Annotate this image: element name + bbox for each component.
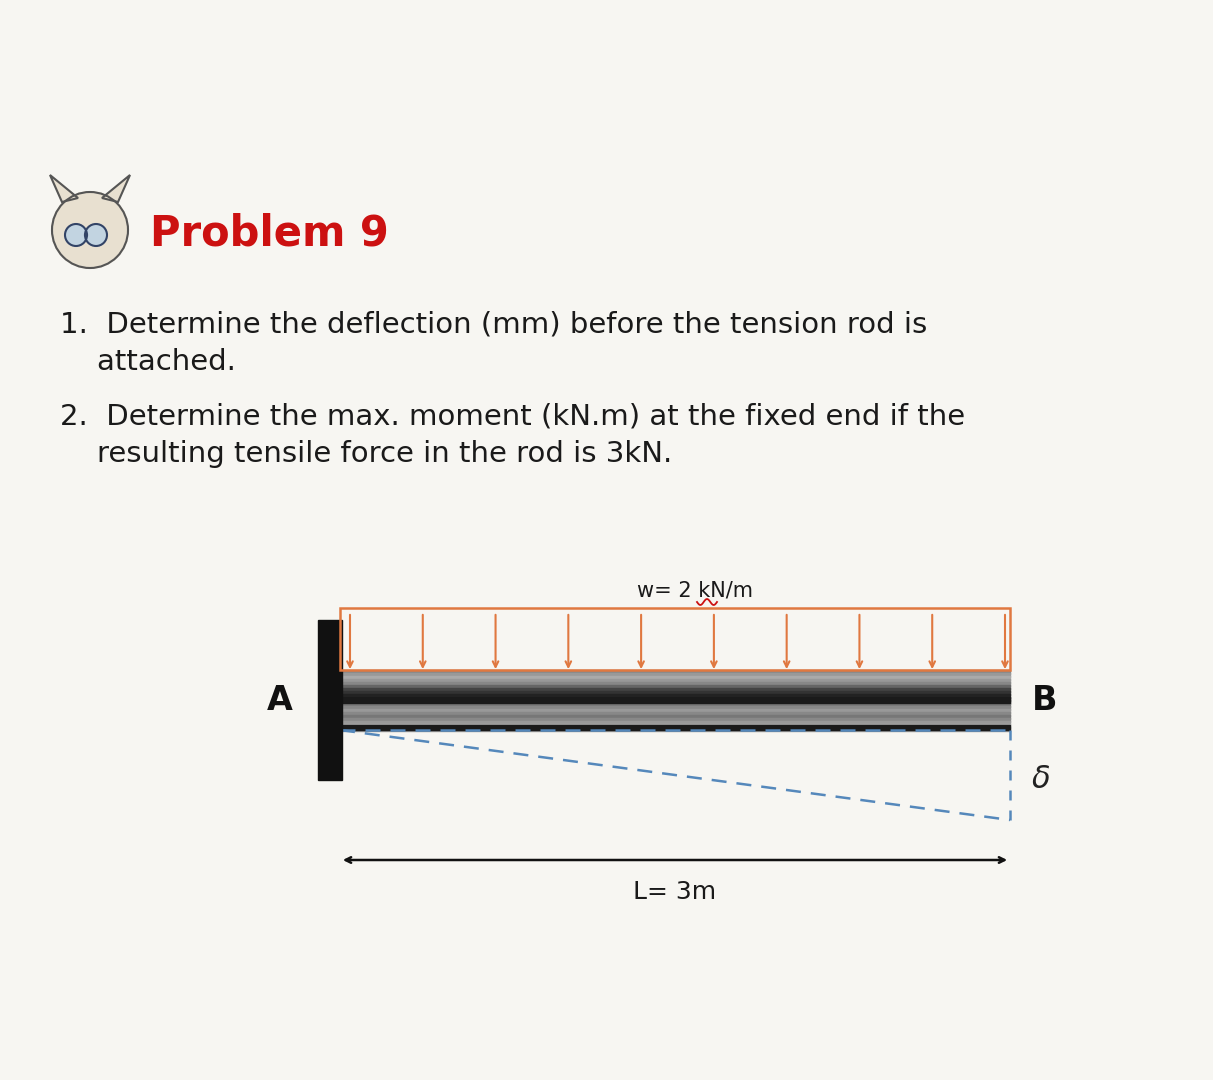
- Circle shape: [85, 224, 107, 246]
- Bar: [340, 703, 1010, 706]
- Bar: [340, 685, 1010, 689]
- Bar: [318, 620, 342, 780]
- Bar: [340, 679, 1010, 683]
- Text: Problem 9: Problem 9: [150, 212, 388, 254]
- Bar: [340, 708, 1010, 713]
- Bar: [340, 670, 1010, 674]
- Bar: [340, 700, 1010, 703]
- Text: w= 2 kN/m: w= 2 kN/m: [637, 580, 753, 600]
- Text: B: B: [1032, 684, 1058, 716]
- Bar: [340, 715, 1010, 718]
- Bar: [340, 718, 1010, 721]
- Bar: [340, 721, 1010, 725]
- Text: L= 3m: L= 3m: [633, 880, 717, 904]
- Circle shape: [52, 192, 129, 268]
- Bar: [340, 697, 1010, 701]
- Text: δ: δ: [1032, 766, 1050, 795]
- Bar: [340, 694, 1010, 698]
- Circle shape: [66, 224, 87, 246]
- Bar: [340, 706, 1010, 710]
- Text: A: A: [267, 684, 294, 716]
- Bar: [340, 725, 1010, 730]
- Text: 2.  Determine the max. moment (kN.m) at the fixed end if the: 2. Determine the max. moment (kN.m) at t…: [59, 402, 966, 430]
- Polygon shape: [102, 175, 130, 202]
- Bar: [340, 727, 1010, 730]
- Polygon shape: [50, 175, 78, 202]
- Bar: [340, 608, 1010, 670]
- Bar: [340, 691, 1010, 694]
- Bar: [340, 724, 1010, 728]
- Text: resulting tensile force in the rod is 3kN.: resulting tensile force in the rod is 3k…: [59, 440, 672, 468]
- Bar: [340, 688, 1010, 691]
- Bar: [340, 676, 1010, 679]
- Bar: [340, 697, 1010, 703]
- Bar: [340, 712, 1010, 715]
- Bar: [340, 681, 1010, 686]
- Text: 1.  Determine the deflection (mm) before the tension rod is: 1. Determine the deflection (mm) before …: [59, 310, 927, 338]
- Bar: [340, 673, 1010, 676]
- Text: attached.: attached.: [59, 348, 235, 376]
